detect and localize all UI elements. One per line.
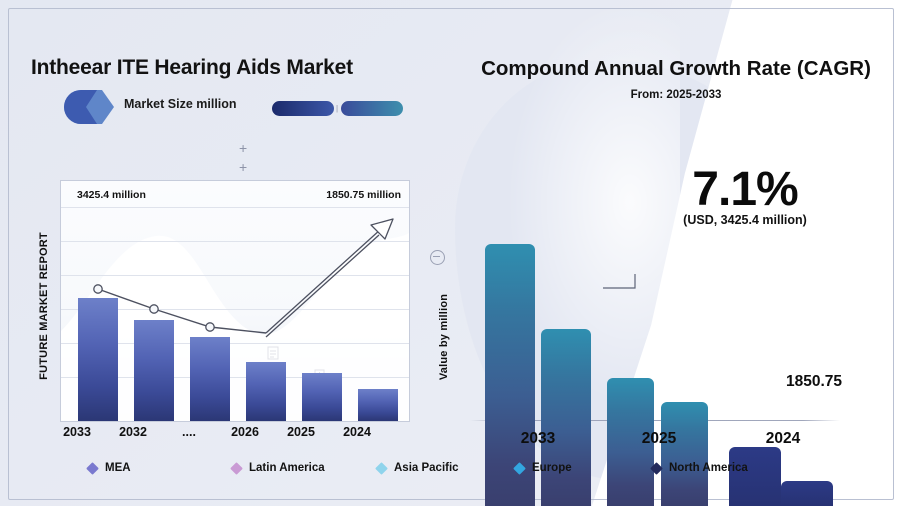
x-label-2033: 2033	[63, 425, 91, 439]
bracket-decoration-icon	[603, 274, 636, 289]
right-x-label-2024: 2024	[765, 430, 801, 447]
right-bar-2033-primary	[485, 244, 535, 506]
legend-caption: Market Size million	[124, 97, 237, 111]
legend-marker-mea	[86, 461, 99, 475]
legend-marker-europe	[513, 461, 526, 475]
legend-pill-primary	[272, 101, 334, 116]
left-panel-title: Intheear ITE Hearing Aids Market	[31, 56, 353, 79]
cagr-note: (USD, 3425.4 million)	[683, 213, 807, 227]
plus-icon-1: +	[239, 140, 248, 156]
right-panel-title: Compound Annual Growth Rate (CAGR)	[481, 57, 871, 80]
bar-2024	[358, 389, 398, 421]
right-x-label-2033: 2033	[520, 430, 556, 447]
legend-pill-secondary	[341, 101, 403, 116]
right-bar-2024-value-label: 1850.75	[786, 373, 843, 390]
market-size-logo-icon	[64, 90, 114, 124]
bar-dots	[190, 337, 230, 421]
right-bar-2033-secondary	[541, 329, 591, 506]
bar-2033	[78, 298, 118, 421]
bar-2032	[134, 320, 174, 421]
right-bar-2024-primary	[729, 447, 781, 506]
legend-marker-latin-america	[230, 461, 243, 475]
legend-label-north-america: North America	[669, 462, 748, 474]
left-bar-chart: 3425.4 million 1850.75 million	[60, 180, 410, 422]
plus-icon-2: +	[239, 159, 248, 175]
x-label-2032: 2032	[119, 425, 147, 439]
right-axis-title: Value by million	[438, 293, 450, 381]
ghost-document-icon	[267, 346, 279, 360]
cagr-value: 7.1%	[692, 163, 798, 216]
annotation-start-value: 3425.4 million	[77, 189, 146, 201]
annotation-end-value: 1850.75 million	[326, 189, 401, 201]
legend-label-asia-pacific: Asia Pacific	[394, 462, 459, 474]
legend-marker-north-america	[650, 461, 663, 475]
minus-circle-icon	[430, 250, 445, 265]
left-axis-title: FUTURE MARKET REPORT	[38, 232, 50, 380]
right-bar-2024-secondary	[781, 481, 833, 506]
x-label-dots: ....	[182, 425, 196, 439]
legend-item-north-america: North America	[650, 461, 748, 475]
right-x-label-2025: 2025	[641, 430, 677, 447]
right-panel-subtitle: From: 2025-2033	[630, 89, 722, 101]
legend-pill-separator: |	[336, 104, 339, 113]
x-label-2026: 2026	[231, 425, 259, 439]
legend-label-latin-america: Latin America	[249, 462, 325, 474]
legend-item-asia-pacific: Asia Pacific	[375, 461, 459, 475]
legend-item-mea: MEA	[86, 461, 131, 475]
bar-2026	[246, 362, 286, 421]
right-bar-2025-secondary	[661, 402, 708, 506]
x-label-2025: 2025	[287, 425, 315, 439]
trend-line-overlay	[93, 218, 394, 338]
x-label-2024: 2024	[343, 425, 371, 439]
legend-marker-asia-pacific	[375, 461, 388, 475]
legend-label-mea: MEA	[105, 462, 131, 474]
legend-item-latin-america: Latin America	[230, 461, 325, 475]
legend-item-europe: Europe	[513, 461, 572, 475]
right-chart-baseline	[470, 420, 840, 421]
bottom-legend: MEA Latin America Asia Pacific Europe No…	[0, 461, 900, 488]
bar-2025	[302, 373, 342, 421]
right-bar-2025-primary	[607, 378, 654, 506]
legend-label-europe: Europe	[532, 462, 572, 474]
